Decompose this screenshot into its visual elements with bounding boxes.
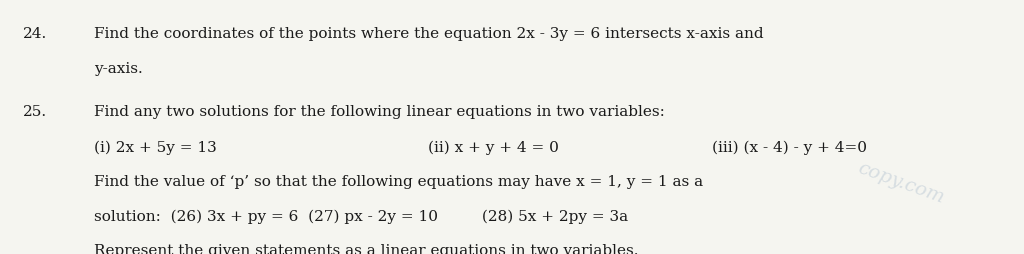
Text: copy.com: copy.com [855, 159, 946, 207]
Text: Represent the given statements as a linear equations in two variables.: Represent the given statements as a line… [94, 244, 639, 254]
Text: (ii) x + y + 4 = 0: (ii) x + y + 4 = 0 [428, 141, 559, 155]
Text: Find the coordinates of the points where the equation 2x - 3y = 6 intersects x-a: Find the coordinates of the points where… [94, 27, 764, 41]
Text: 25.: 25. [23, 105, 47, 119]
Text: solution:  (26) 3x + py = 6  (27) px - 2y = 10         (28) 5x + 2py = 3a: solution: (26) 3x + py = 6 (27) px - 2y … [94, 210, 629, 224]
Text: Find the value of ‘p’ so that the following equations may have x = 1, y = 1 as a: Find the value of ‘p’ so that the follow… [94, 175, 703, 189]
Text: (i) 2x + 5y = 13: (i) 2x + 5y = 13 [94, 141, 217, 155]
Text: (iii) (x - 4) - y + 4=0: (iii) (x - 4) - y + 4=0 [712, 141, 866, 155]
Text: y-axis.: y-axis. [94, 62, 143, 76]
Text: Find any two solutions for the following linear equations in two variables:: Find any two solutions for the following… [94, 105, 665, 119]
Text: 24.: 24. [23, 27, 47, 41]
